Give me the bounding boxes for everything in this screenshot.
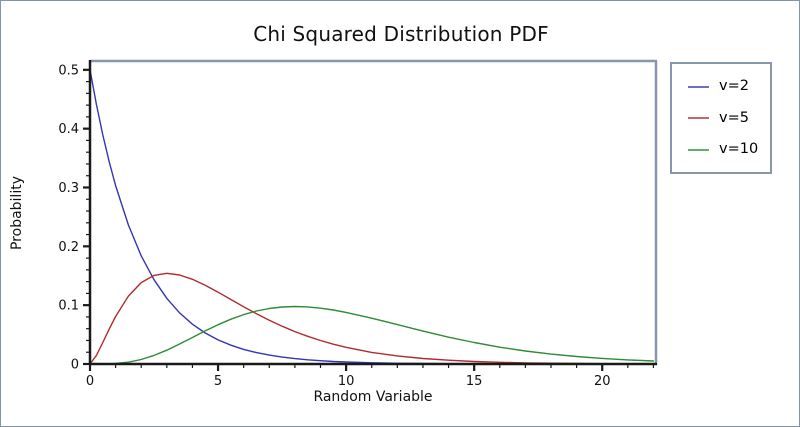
y-tick-label: 0.4 — [58, 122, 79, 137]
y-tick-label: 0 — [71, 358, 79, 373]
curve-v=2 — [89, 69, 655, 365]
legend-item-v=5: v=5 — [688, 111, 770, 126]
x-tick-label: 5 — [214, 374, 222, 389]
x-tick-label: 0 — [86, 374, 94, 389]
y-tick-label: 0.5 — [58, 63, 79, 78]
legend-label: v=2 — [719, 78, 749, 95]
legend-item-v=2: v=2 — [688, 79, 770, 94]
y-tick-label: 0.2 — [58, 240, 79, 255]
legend-line-icon — [688, 148, 709, 151]
curve-v=10 — [89, 305, 655, 365]
x-axis-label: Random Variable — [313, 389, 433, 405]
x-tick-label: 15 — [466, 374, 483, 389]
legend-item-v=10: v=10 — [688, 142, 770, 157]
legend-line-icon — [688, 117, 709, 119]
legend: v=2 v=5 v=10 — [670, 62, 772, 174]
legend-label: v=10 — [719, 141, 759, 158]
chart-title: Chi Squared Distribution PDF — [253, 22, 549, 46]
y-tick-label: 0.1 — [58, 299, 79, 314]
x-tick-label: 10 — [338, 374, 355, 389]
curve-v=5 — [89, 272, 655, 365]
legend-line-icon — [688, 85, 709, 88]
x-tick-label: 20 — [594, 374, 611, 389]
y-tick-label: 0.3 — [58, 181, 79, 196]
legend-label: v=5 — [719, 109, 749, 126]
